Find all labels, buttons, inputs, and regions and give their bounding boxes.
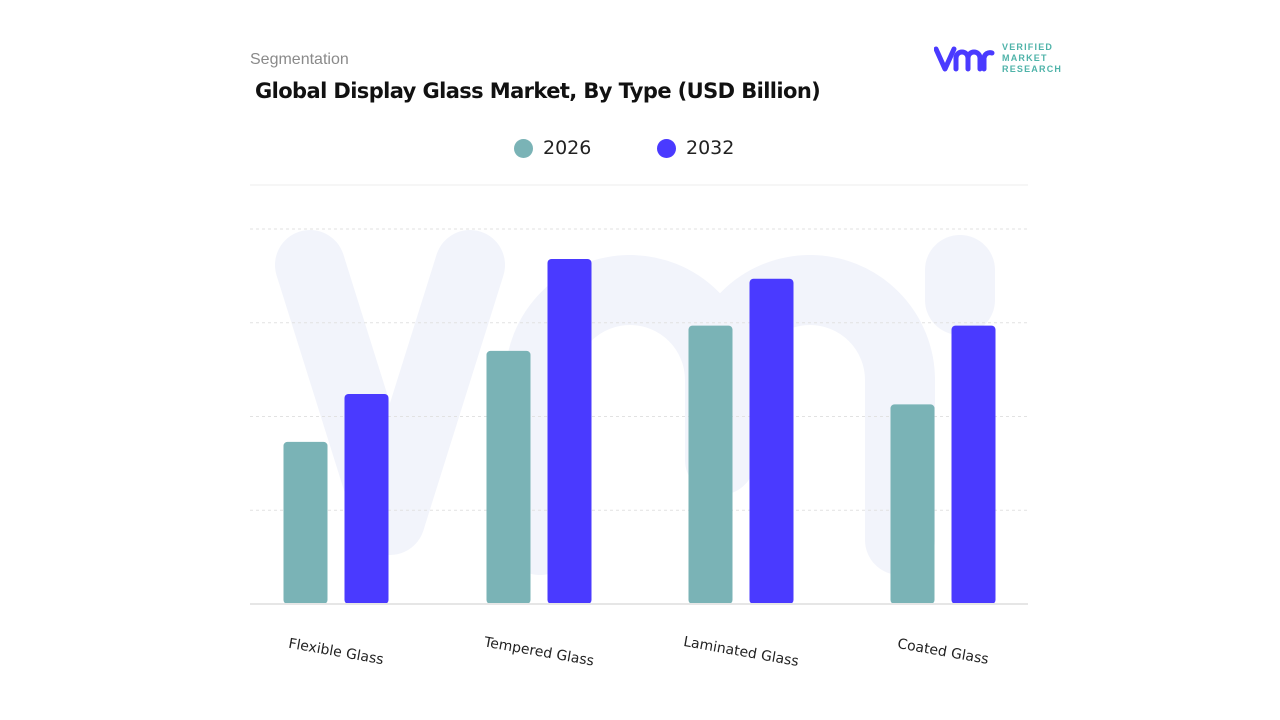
legend-item-2026: 2026: [514, 136, 591, 160]
legend-item-2032: 2032: [657, 136, 734, 160]
logo-line-1: VERIFIED: [1002, 42, 1054, 52]
legend-swatch-2032: [657, 138, 676, 158]
chart-title: Global Display Glass Market, By Type (US…: [255, 79, 821, 103]
logo-line-3: RESEARCH: [1002, 64, 1063, 74]
bar-2032-tempered-glass: [547, 259, 592, 604]
watermark-logo: [275, 230, 995, 575]
legend-label: 2026: [543, 137, 592, 159]
vmr-logo: VERIFIED MARKET RESEARCH: [934, 42, 1062, 75]
bar-2026-tempered-glass: [486, 350, 531, 604]
legend-swatch-2026: [514, 138, 533, 158]
segment-label: Segmentation: [250, 51, 349, 68]
legend-label: 2032: [686, 137, 735, 159]
bar-2032-flexible-glass: [344, 394, 389, 604]
bar-2026-coated-glass: [890, 404, 935, 604]
legend: 2026 2032: [0, 136, 1280, 160]
bar-2032-laminated-glass: [749, 278, 794, 604]
logo-line-2: MARKET: [1002, 53, 1048, 63]
vmr-logo-icon: [934, 46, 995, 71]
bar-2026-flexible-glass: [283, 441, 328, 604]
bar-2026-laminated-glass: [688, 325, 733, 604]
bar-2032-coated-glass: [951, 325, 996, 604]
